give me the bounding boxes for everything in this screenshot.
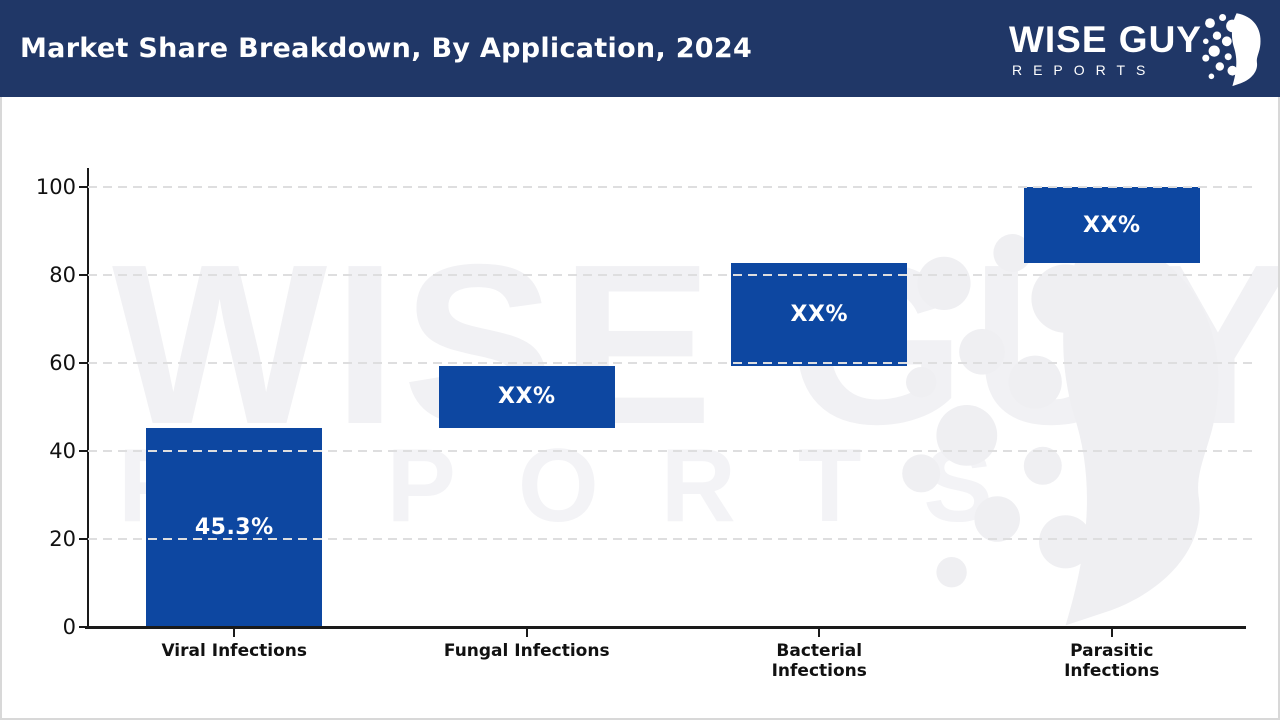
y-axis-tick — [79, 626, 88, 628]
y-axis-tick — [79, 274, 88, 276]
x-axis-tick — [233, 629, 236, 637]
x-axis-tick — [818, 629, 821, 637]
brand-subname: REPORTS — [1011, 61, 1157, 78]
x-axis-line — [85, 626, 1246, 629]
bar-value-label: XX% — [790, 302, 848, 328]
page-title: Market Share Breakdown, By Application, … — [20, 33, 753, 64]
y-tick-label: 60 — [49, 351, 76, 375]
gridline — [88, 362, 1256, 364]
y-axis-tick — [79, 450, 88, 452]
header: Market Share Breakdown, By Application, … — [0, 0, 1280, 97]
y-tick-label: 100 — [35, 175, 76, 199]
brand-logo: WISE GUY REPORTS — [1009, 6, 1266, 92]
bar: XX% — [438, 366, 615, 428]
brand-text: WISE GUY REPORTS — [1008, 18, 1202, 78]
category-label: Viral Infections — [161, 641, 308, 661]
gridline — [88, 274, 1256, 276]
gridline — [88, 538, 1256, 540]
y-axis-line — [87, 168, 89, 628]
category-label: Parasitic Infections — [1064, 641, 1160, 681]
bar-value-label: XX% — [498, 384, 556, 410]
gridline — [88, 450, 1256, 452]
y-axis-tick — [79, 186, 88, 188]
x-axis-tick — [1110, 629, 1113, 637]
gridline — [88, 186, 1256, 188]
y-axis-tick — [79, 362, 88, 364]
y-tick-label: 80 — [49, 263, 76, 287]
y-tick-label: 20 — [49, 527, 76, 551]
y-axis-tick — [79, 538, 88, 540]
bar: XX% — [1023, 187, 1200, 264]
bar: 45.3% — [146, 427, 323, 627]
bar: XX% — [731, 263, 908, 367]
y-tick-label: 40 — [49, 439, 76, 463]
brand-name: WISE GUY — [1008, 18, 1202, 60]
bar-value-label: XX% — [1083, 212, 1141, 238]
y-tick-label: 0 — [62, 615, 76, 639]
x-axis-tick — [525, 629, 528, 637]
head-dots-icon — [1202, 13, 1261, 87]
category-label: Fungal Infections — [443, 641, 610, 661]
category-label: Bacterial Infections — [771, 641, 867, 681]
bar-value-label: 45.3% — [194, 514, 274, 540]
